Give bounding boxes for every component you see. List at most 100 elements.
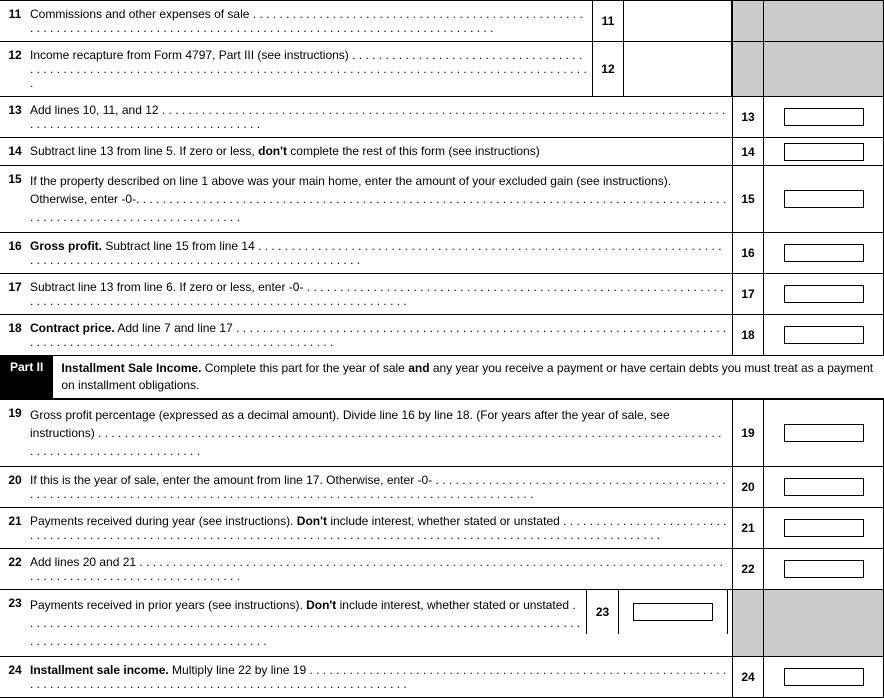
line-number: 12 [0, 42, 30, 96]
amount-cell [764, 549, 884, 589]
line-17: 17Subtract line 13 from line 6. If zero … [0, 273, 884, 314]
right-line-number: 18 [732, 315, 764, 355]
line-description: Add lines 10, 11, and 12 [30, 97, 732, 137]
line-description: If the property described on line 1 abov… [30, 166, 732, 232]
line-23: 23 Payments received in prior years (see… [0, 589, 884, 656]
line-number: 19 [0, 400, 30, 466]
right-line-number: 17 [732, 274, 764, 314]
line-description: Installment sale income. Multiply line 2… [30, 657, 732, 697]
mid-line-number: 12 [592, 42, 624, 96]
amount-cell [764, 508, 884, 548]
inline-amount-cell [619, 590, 727, 634]
line-text: Income recapture from Form 4797, Part II… [30, 48, 587, 90]
line-text: Payments received in prior years (see in… [30, 598, 580, 648]
line-text: Payments received during year (see instr… [30, 514, 727, 542]
line-17-input[interactable] [784, 285, 864, 303]
line-text: Gross profit percentage (expressed as a … [30, 408, 721, 458]
inline-line-number: 23 [587, 590, 619, 634]
line-12: 12Income recapture from Form 4797, Part … [0, 41, 884, 96]
line-description: If this is the year of sale, enter the a… [30, 467, 732, 507]
right-line-number: 24 [732, 657, 764, 697]
line-text: Subtract line 13 from line 6. If zero or… [30, 280, 724, 308]
line-20: 20If this is the year of sale, enter the… [0, 466, 884, 507]
right-line-number: 22 [732, 549, 764, 589]
line-description: Gross profit percentage (expressed as a … [30, 400, 732, 466]
line-description: Payments received in prior years (see in… [30, 590, 732, 656]
right-line-number: 21 [732, 508, 764, 548]
line-22: 22Add lines 20 and 2122 [0, 548, 884, 589]
amount-cell [764, 400, 884, 466]
mid-amount-cell [624, 1, 732, 41]
line-description: Income recapture from Form 4797, Part II… [30, 42, 592, 96]
line-number: 20 [0, 467, 30, 507]
right-shaded-cell [732, 42, 764, 96]
line-18-input[interactable] [784, 326, 864, 344]
right-shaded-cell [764, 1, 884, 41]
part-label: Part II [0, 356, 53, 398]
line-text: Add lines 20 and 21 [30, 555, 723, 583]
part-title: Installment Sale Income. [61, 361, 201, 375]
line-number: 11 [0, 1, 30, 41]
line-text: Gross profit. Subtract line 15 from line… [30, 239, 722, 267]
right-shaded-cell [732, 590, 764, 656]
line-text: If this is the year of sale, enter the a… [30, 473, 726, 501]
line-19-input[interactable] [784, 424, 864, 442]
line-text: Contract price. Add line 7 and line 17 [30, 321, 726, 349]
right-line-number: 14 [732, 138, 764, 165]
part-header: Part II Installment Sale Income. Complet… [0, 355, 884, 399]
line-text: Installment sale income. Multiply line 2… [30, 663, 726, 691]
line-text: Subtract line 13 from line 5. If zero or… [30, 144, 540, 158]
line-description: Subtract line 13 from line 6. If zero or… [30, 274, 732, 314]
line-number: 18 [0, 315, 30, 355]
right-line-number: 16 [732, 233, 764, 273]
line-number: 23 [0, 590, 30, 656]
line-14: 14Subtract line 13 from line 5. If zero … [0, 137, 884, 165]
line-19: 19Gross profit percentage (expressed as … [0, 399, 884, 466]
mid-line-number: 11 [592, 1, 624, 41]
line-description: Subtract line 13 from line 5. If zero or… [30, 138, 732, 165]
line-23-input[interactable] [633, 603, 713, 621]
right-line-number: 20 [732, 467, 764, 507]
line-description: Contract price. Add line 7 and line 17 [30, 315, 732, 355]
right-shaded-cell [732, 1, 764, 41]
line-number: 16 [0, 233, 30, 273]
line-number: 14 [0, 138, 30, 165]
line-text: Add lines 10, 11, and 12 [30, 103, 725, 131]
line-21-input[interactable] [784, 519, 864, 537]
line-14-input[interactable] [784, 143, 864, 161]
inline-amount-group: 23 [586, 590, 728, 634]
line-15: 15If the property described on line 1 ab… [0, 165, 884, 232]
part-description: Installment Sale Income. Complete this p… [53, 356, 884, 398]
amount-cell [764, 233, 884, 273]
line-22-input[interactable] [784, 560, 864, 578]
line-number: 15 [0, 166, 30, 232]
line-number: 13 [0, 97, 30, 137]
right-line-number: 19 [732, 400, 764, 466]
line-20-input[interactable] [784, 478, 864, 496]
right-line-number: 13 [732, 97, 764, 137]
line-text: Commissions and other expenses of sale [30, 7, 583, 35]
line-11: 11Commissions and other expenses of sale… [0, 0, 884, 41]
line-18: 18Contract price. Add line 7 and line 17… [0, 314, 884, 355]
right-shaded-cell [764, 590, 884, 656]
right-shaded-cell [764, 42, 884, 96]
line-text: If the property described on line 1 abov… [30, 174, 726, 224]
line-number: 17 [0, 274, 30, 314]
mid-amount-cell [624, 42, 732, 96]
amount-cell [764, 657, 884, 697]
amount-cell [764, 315, 884, 355]
line-number: 22 [0, 549, 30, 589]
line-24-input[interactable] [784, 668, 864, 686]
line-description: Commissions and other expenses of sale [30, 1, 592, 41]
line-description: Gross profit. Subtract line 15 from line… [30, 233, 732, 273]
line-15-input[interactable] [784, 190, 864, 208]
line-13: 13Add lines 10, 11, and 1213 [0, 96, 884, 137]
line-13-input[interactable] [784, 108, 864, 126]
amount-cell [764, 138, 884, 165]
amount-cell [764, 166, 884, 232]
line-description: Payments received during year (see instr… [30, 508, 732, 548]
line-description: Add lines 20 and 21 [30, 549, 732, 589]
line-24: 24 Installment sale income. Multiply lin… [0, 656, 884, 697]
amount-cell [764, 97, 884, 137]
line-16-input[interactable] [784, 244, 864, 262]
